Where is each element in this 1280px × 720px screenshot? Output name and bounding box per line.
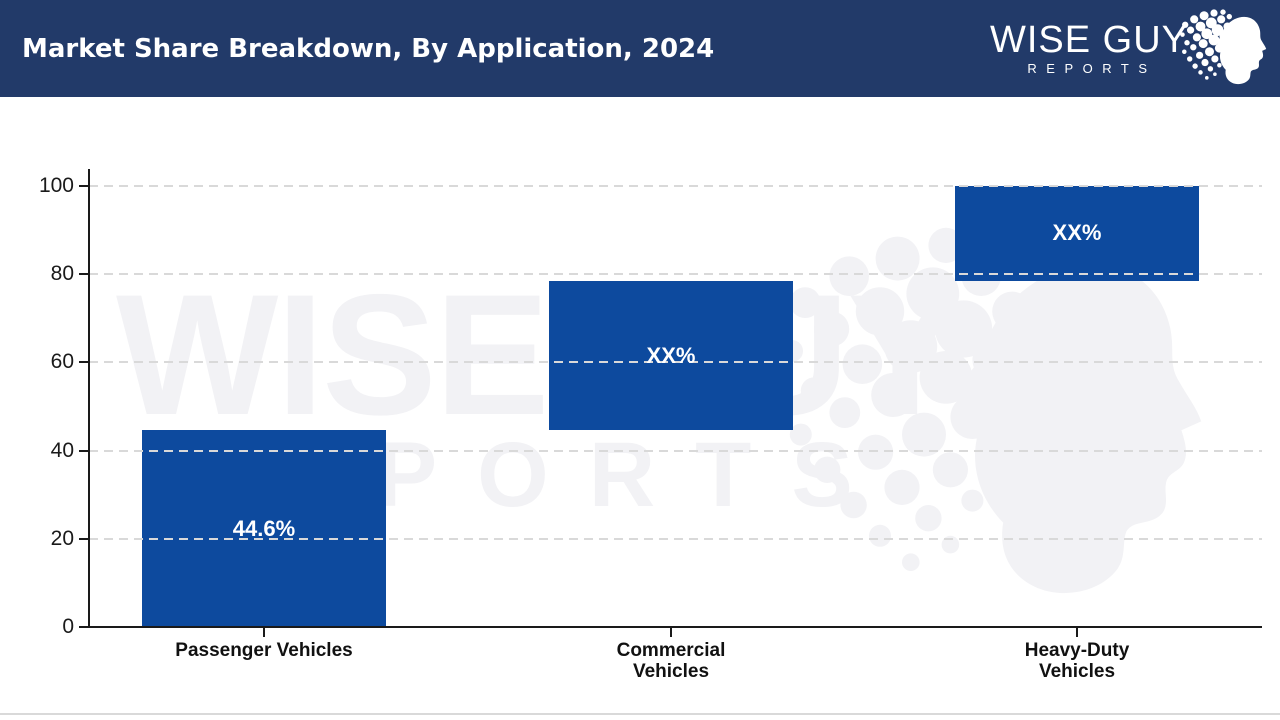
y-tick-label: 80 xyxy=(50,262,74,286)
brand-subname: REPORTS xyxy=(1027,60,1157,76)
bar-value-label: XX% xyxy=(646,342,696,368)
bar xyxy=(955,186,1199,281)
brand-name: WISE GUY xyxy=(989,18,1188,61)
bar xyxy=(142,430,386,627)
y-tick-mark xyxy=(79,273,88,276)
gridline xyxy=(89,361,1262,364)
bar-value-label: 44.6% xyxy=(232,515,296,541)
x-tick-label: Passenger Vehicles xyxy=(175,640,353,661)
y-tick-label: 0 xyxy=(62,615,74,638)
y-tick-label: 40 xyxy=(50,438,74,462)
y-tick-label: 60 xyxy=(50,350,74,374)
gridline xyxy=(89,537,1262,540)
y-tick-label: 20 xyxy=(50,526,74,550)
y-tick-mark xyxy=(79,537,88,540)
gridline xyxy=(89,449,1262,452)
brand-face-icon xyxy=(1178,3,1268,91)
x-tick-mark xyxy=(1076,628,1078,637)
y-axis-line xyxy=(88,169,90,628)
x-tick-mark xyxy=(263,628,265,637)
header-bar: Market Share Breakdown, By Application, … xyxy=(0,0,1280,97)
y-tick-mark xyxy=(79,626,88,628)
brand-text: WISE GUY REPORTS xyxy=(990,19,1188,76)
gridline xyxy=(89,185,1262,187)
watermark-brand-name: WISE GUY xyxy=(116,259,962,451)
x-tick-label: Heavy-Duty Vehicles xyxy=(1024,640,1130,682)
bar-value-label: XX% xyxy=(1052,220,1102,246)
y-tick-label: 100 xyxy=(38,174,74,197)
y-tick-mark xyxy=(79,361,88,364)
bottom-divider xyxy=(0,713,1280,715)
bar xyxy=(549,280,793,431)
x-axis-line xyxy=(87,626,1262,628)
page-title: Market Share Breakdown, By Application, … xyxy=(22,33,715,64)
chart-area: WISE GUY REPORTS 44.6% XX% XX% 0 20 40 60 80 100… xyxy=(0,97,1280,720)
x-tick-mark xyxy=(670,628,672,637)
y-tick-mark xyxy=(79,185,88,187)
y-tick-mark xyxy=(79,449,88,452)
gridline xyxy=(89,273,1262,276)
brand-logo: WISE GUY REPORTS xyxy=(990,3,1268,91)
x-tick-label: Commercial Vehicles xyxy=(616,640,726,682)
